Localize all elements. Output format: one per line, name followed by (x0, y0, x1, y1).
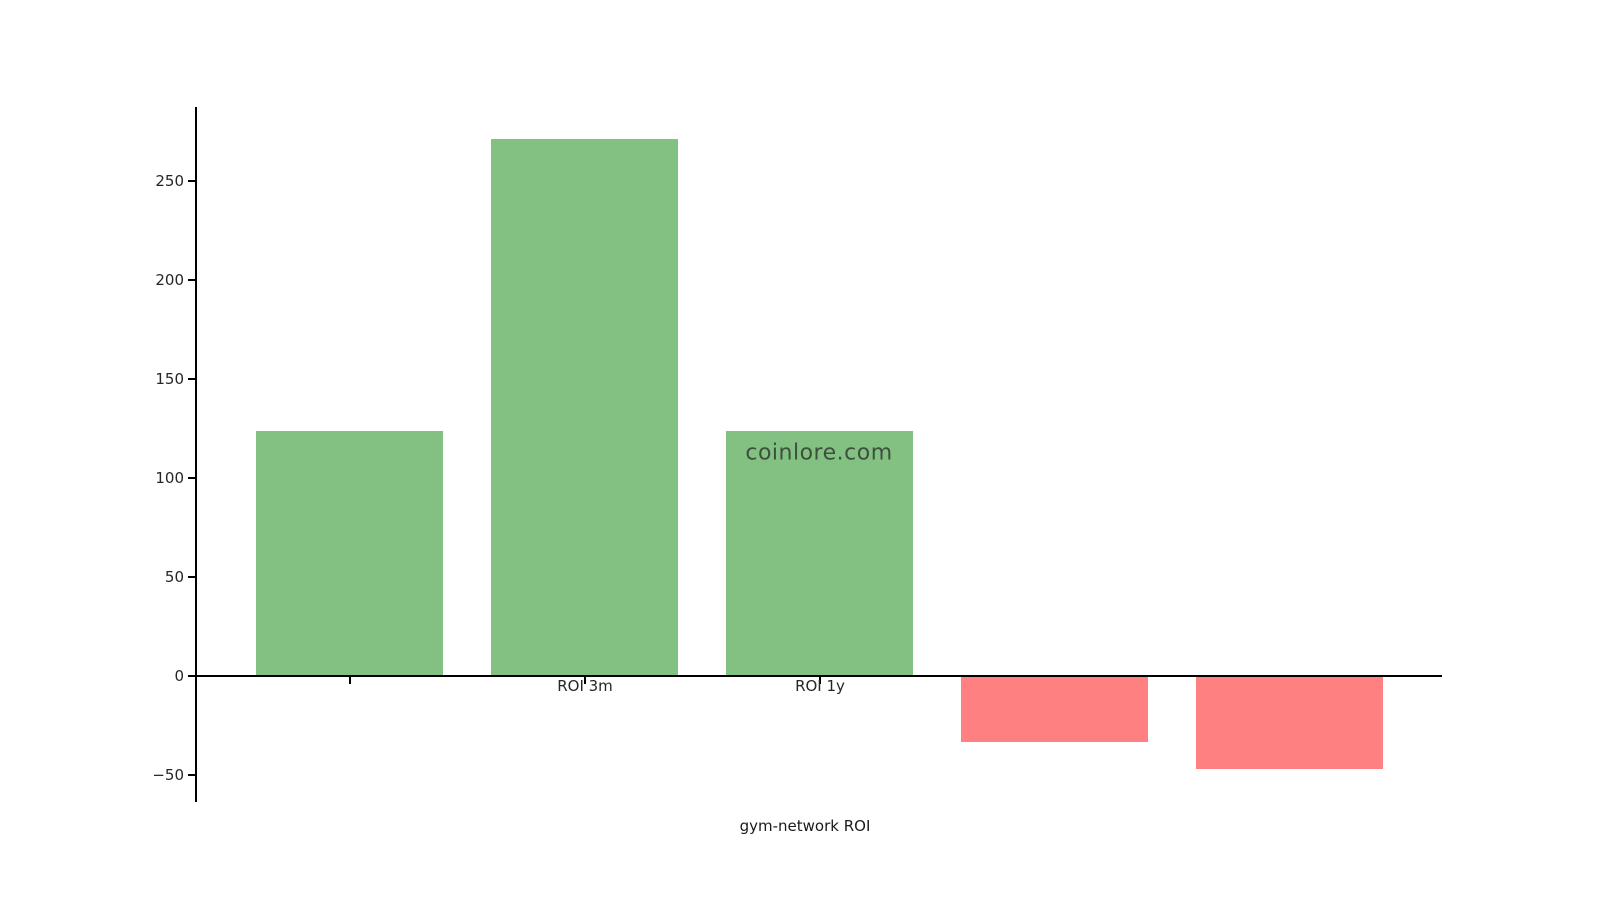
bar-roi-5 (1196, 676, 1383, 769)
bar-roi-1 (256, 431, 443, 676)
y-tick-label: 50 (164, 568, 184, 586)
y-tick (188, 675, 195, 677)
y-tick (188, 279, 195, 281)
y-tick (188, 378, 195, 380)
y-tick-label: 150 (155, 370, 184, 388)
y-tick-label: 200 (155, 271, 184, 289)
x-tick-label: ROI 1y (795, 677, 845, 695)
y-tick-label: 100 (155, 469, 184, 487)
x-tick (819, 677, 821, 684)
bar-roi-3m (491, 139, 678, 676)
x-tick (584, 677, 586, 684)
bar-roi-1y (726, 431, 913, 676)
y-tick-label: −50 (152, 766, 184, 784)
y-tick-label: 0 (174, 667, 184, 685)
watermark: coinlore.com (745, 440, 893, 466)
y-tick (188, 477, 195, 479)
bar-roi-4 (961, 676, 1148, 742)
y-axis-spine (195, 107, 197, 802)
x-tick (349, 677, 351, 684)
x-axis-zero-line (195, 675, 1442, 677)
chart-title: gym-network ROI (739, 817, 871, 835)
y-tick (188, 774, 195, 776)
y-tick (188, 180, 195, 182)
y-tick-label: 250 (155, 172, 184, 190)
x-tick-label: ROI 3m (557, 677, 613, 695)
y-tick (188, 576, 195, 578)
